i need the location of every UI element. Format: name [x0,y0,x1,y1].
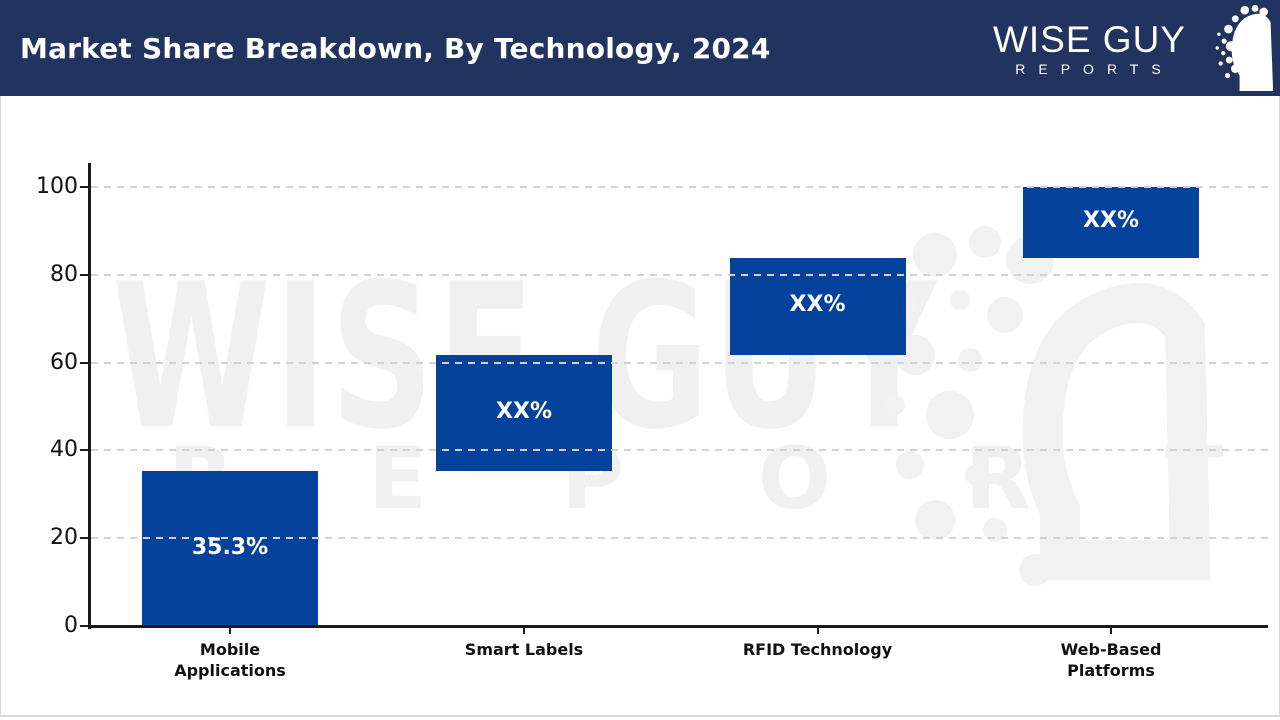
category-label: Smart Labels [404,639,644,660]
x-tick-mark [229,628,231,634]
x-tick-mark [1110,628,1112,634]
bar-segment [1023,187,1199,258]
gridline [91,537,1268,540]
x-tick-mark [816,628,819,634]
watermark-face-icon [885,226,1211,586]
y-tick-mark [80,361,88,364]
frame-bottom-rule [0,715,1280,717]
y-tick-mark [80,625,88,627]
y-tick-label: 40 [50,437,78,463]
y-tick-label: 60 [50,349,78,375]
category-label-line: Web-Based [1060,640,1162,659]
brand-logo: WISE GUY REPORTS [993,2,1280,94]
category-label-line: Mobile [199,640,261,659]
y-axis-line [88,163,91,629]
brand-face-icon [1215,5,1274,91]
bar-value-label: 35.3% [191,534,269,560]
x-tick-mark [523,628,525,634]
bar-value-label: XX% [1083,208,1139,234]
chart-title: Market Share Breakdown, By Technology, 2… [20,31,771,65]
brand-logo-text: WISE GUY REPORTS [993,21,1186,76]
gridline [91,361,1268,364]
category-label: Mobile Applications [110,639,350,681]
category-label-line: RFID Technology [742,640,893,659]
bar-segment [436,354,612,472]
y-tick-label: 80 [50,261,78,287]
y-tick-label: 100 [36,174,78,199]
category-label: RFID Technology [698,639,938,660]
gridline [91,186,1268,188]
y-tick-mark [80,273,88,276]
gridline [91,449,1268,452]
header-bar: Market Share Breakdown, By Technology, 2… [0,0,1280,96]
y-tick-mark [80,186,88,188]
y-tick-mark [80,537,88,540]
brand-name: WISE GUY [992,18,1186,60]
bar-value-label: XX% [496,398,552,424]
x-axis-line [88,625,1268,628]
y-tick-label: 0 [64,613,78,638]
category-label: Web-Based Platforms [991,639,1231,681]
y-tick-mark [80,449,88,452]
bar-value-label: XX% [789,292,846,318]
bar-segment [142,471,318,626]
category-label-line: Smart Labels [464,640,584,659]
category-label-line: Applications [174,661,286,681]
y-tick-label: 20 [50,525,78,551]
category-label-line: Platforms [1067,661,1155,681]
brand-subtitle: REPORTS [1015,60,1174,77]
gridline [91,273,1268,276]
frame-left-edge [0,96,1,716]
